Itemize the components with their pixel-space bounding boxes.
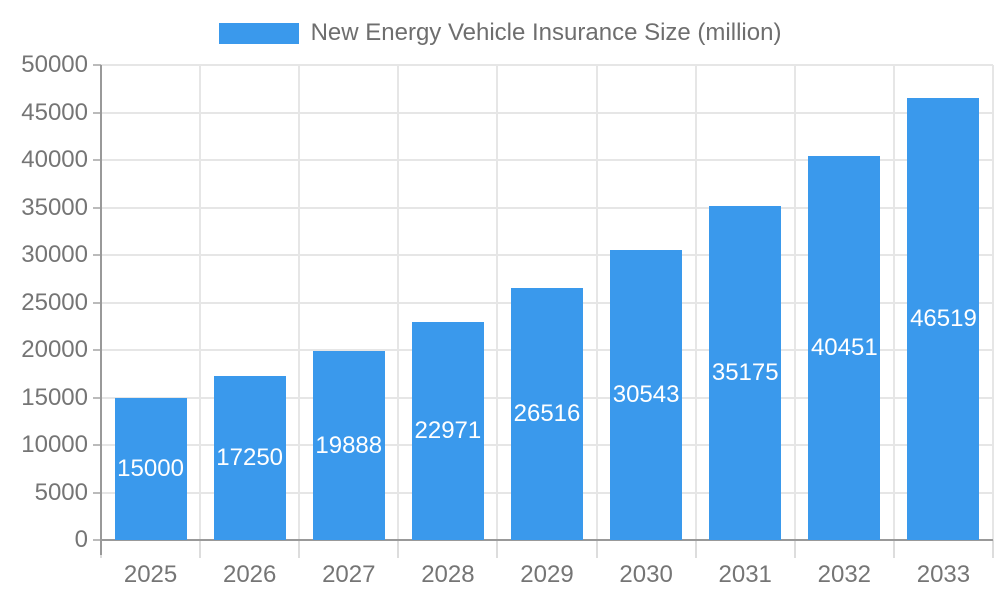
y-axis-tick bbox=[93, 444, 101, 446]
x-axis-tick bbox=[298, 540, 301, 558]
y-axis-tick bbox=[93, 539, 101, 541]
legend[interactable]: New Energy Vehicle Insurance Size (milli… bbox=[0, 20, 1000, 46]
bar-value-label: 15000 bbox=[117, 454, 184, 482]
gridline-vertical bbox=[496, 65, 499, 540]
y-axis-tick-label: 10000 bbox=[21, 431, 88, 458]
gridline-vertical bbox=[298, 65, 301, 540]
x-axis-tick-label: 2026 bbox=[222, 561, 277, 588]
x-axis-tick bbox=[992, 540, 994, 558]
bar-2031[interactable]: 35175 bbox=[709, 205, 782, 540]
bar-2027[interactable]: 19888 bbox=[312, 351, 385, 540]
gridline-vertical bbox=[199, 65, 202, 540]
y-axis-tick bbox=[93, 396, 101, 399]
bar-value-label: 19888 bbox=[315, 431, 383, 459]
bar-value-label: 40451 bbox=[810, 333, 878, 361]
bar-value-label: 22971 bbox=[414, 416, 482, 444]
y-axis-tick bbox=[93, 301, 101, 304]
gridline-horizontal bbox=[101, 64, 993, 66]
gridline-vertical bbox=[992, 65, 994, 540]
bar-value-label: 17250 bbox=[216, 444, 284, 472]
x-axis-tick-label: 2025 bbox=[123, 561, 178, 588]
y-axis-tick bbox=[93, 349, 101, 351]
x-axis-tick-label: 2033 bbox=[916, 561, 971, 588]
y-axis-tick-label: 35000 bbox=[21, 193, 88, 221]
bar-value-label: 35175 bbox=[711, 358, 779, 386]
x-axis-tick bbox=[496, 540, 499, 558]
x-axis-tick-label: 2029 bbox=[520, 561, 574, 588]
bar-value-label: 46519 bbox=[910, 305, 977, 333]
x-axis-tick bbox=[694, 540, 697, 558]
x-axis-tick bbox=[892, 540, 895, 558]
bar-2032[interactable]: 40451 bbox=[808, 155, 881, 540]
x-axis-tick bbox=[793, 540, 796, 558]
bar-2029[interactable]: 26516 bbox=[511, 288, 583, 540]
x-axis-tick-label: 2027 bbox=[322, 561, 376, 588]
x-axis-tick-label: 2032 bbox=[817, 561, 872, 588]
y-axis-tick bbox=[93, 491, 101, 494]
legend-label: New Energy Vehicle Insurance Size (milli… bbox=[310, 19, 782, 46]
bar-2028[interactable]: 22971 bbox=[411, 321, 484, 540]
y-axis-tick-label: 40000 bbox=[21, 146, 88, 173]
y-axis-tick bbox=[93, 159, 101, 161]
y-axis-tick-label: 50000 bbox=[21, 51, 88, 78]
y-axis-tick-label: 45000 bbox=[21, 98, 88, 126]
gridline-vertical bbox=[892, 65, 895, 540]
gridline-vertical bbox=[694, 65, 697, 540]
y-axis-line bbox=[100, 65, 102, 555]
y-axis-tick-label: 20000 bbox=[21, 336, 88, 363]
y-axis-tick-label: 25000 bbox=[21, 288, 88, 316]
x-axis-tick-label: 2030 bbox=[619, 561, 673, 588]
y-axis-tick-label: 0 bbox=[74, 526, 88, 553]
x-axis-tick bbox=[100, 540, 102, 558]
bar-2026[interactable]: 17250 bbox=[213, 376, 286, 540]
y-axis-tick-label: 15000 bbox=[21, 383, 88, 411]
gridline-horizontal bbox=[101, 111, 993, 114]
y-axis-tick bbox=[93, 111, 101, 114]
gridline-vertical bbox=[595, 65, 598, 540]
bar-value-label: 26516 bbox=[513, 400, 581, 428]
gridline-vertical bbox=[397, 65, 400, 540]
y-axis-tick bbox=[93, 206, 101, 209]
bar-2030[interactable]: 30543 bbox=[610, 249, 683, 540]
legend-swatch bbox=[218, 22, 299, 44]
y-axis-tick-label: 5000 bbox=[34, 478, 88, 506]
gridline-vertical bbox=[793, 65, 796, 540]
x-axis-tick bbox=[199, 540, 202, 558]
y-axis-tick-label: 30000 bbox=[21, 241, 88, 268]
x-axis-tick bbox=[595, 540, 598, 558]
x-axis-tick-label: 2031 bbox=[718, 561, 772, 588]
bar-2033[interactable]: 46519 bbox=[907, 98, 980, 540]
x-axis-tick-label: 2028 bbox=[421, 561, 475, 588]
x-axis-tick bbox=[397, 540, 400, 558]
y-axis-tick bbox=[93, 254, 101, 256]
y-axis-tick bbox=[93, 64, 101, 66]
bar-2025[interactable]: 15000 bbox=[114, 397, 187, 540]
bar-value-label: 30543 bbox=[612, 380, 680, 408]
